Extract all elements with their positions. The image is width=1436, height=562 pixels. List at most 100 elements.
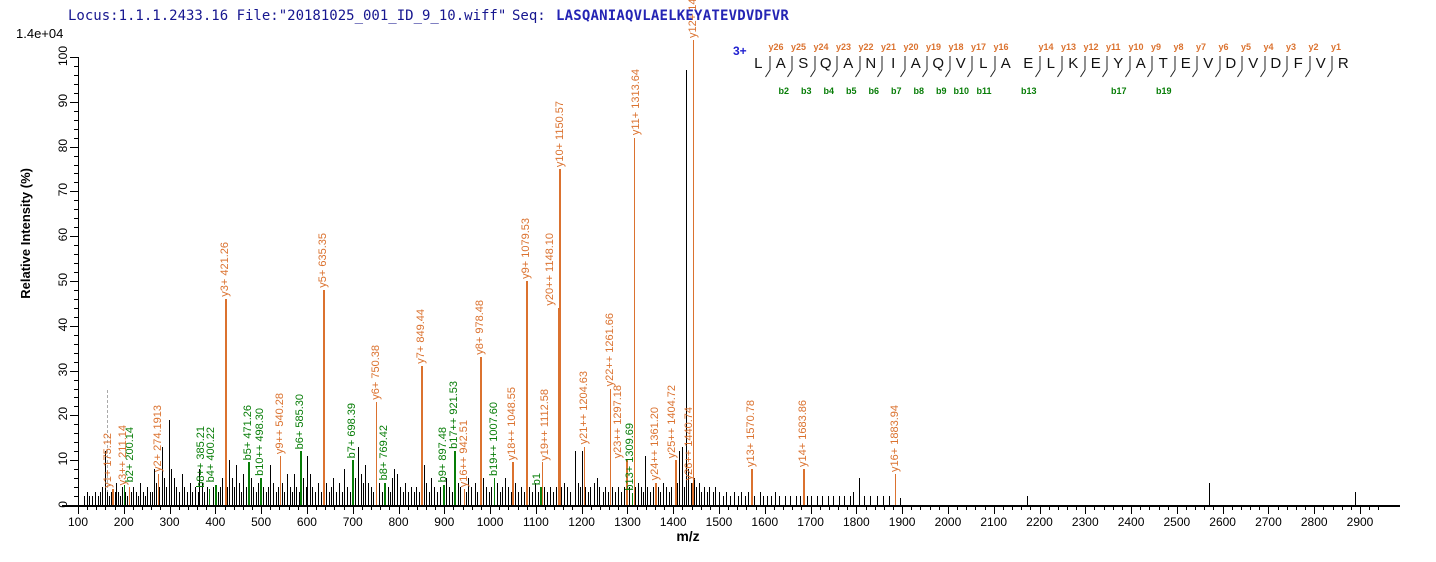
peak <box>253 487 255 505</box>
y-minor-tick <box>74 119 78 121</box>
x-minor-tick <box>361 506 363 510</box>
x-minor-tick <box>160 506 162 510</box>
x-major-tick <box>764 506 766 514</box>
x-tick-label: 500 <box>251 515 272 529</box>
peak <box>650 491 652 505</box>
x-minor-tick <box>1140 506 1142 510</box>
peak <box>833 496 835 505</box>
y-minor-tick <box>74 451 78 453</box>
peak <box>795 496 797 505</box>
x-minor-tick <box>1048 506 1050 510</box>
peak <box>94 491 96 505</box>
peak-label: y6+ 750.38 <box>369 345 382 400</box>
peak <box>373 491 375 505</box>
x-minor-tick <box>1277 506 1279 510</box>
y-minor-tick <box>74 164 78 166</box>
y-tick-label: 10 <box>56 452 70 466</box>
residue-letter: L <box>979 55 988 72</box>
x-minor-tick <box>691 506 693 510</box>
y-minor-tick <box>74 263 78 265</box>
residue-letter: L <box>1046 55 1055 72</box>
peak <box>268 487 270 505</box>
annotated-peak-y <box>557 307 560 505</box>
x-minor-tick <box>132 506 134 510</box>
x-major-tick <box>810 506 812 514</box>
annotated-peak-y <box>691 482 694 505</box>
x-major-tick <box>856 506 858 514</box>
peak <box>529 487 531 505</box>
peak-label: y21++ 1204.63 <box>577 371 590 445</box>
y-axis-line <box>77 57 79 506</box>
y-minor-tick <box>74 298 78 300</box>
fragmentation-mark-icon <box>1214 56 1220 78</box>
annotated-peak-y <box>626 460 628 505</box>
peak <box>564 482 566 505</box>
peak <box>811 496 813 505</box>
residue-letter: R <box>1337 55 1349 72</box>
y-minor-tick <box>74 209 78 211</box>
y-major-tick <box>70 325 78 327</box>
peak <box>336 491 338 505</box>
annotated-peak-b <box>260 478 262 505</box>
x-minor-tick <box>343 506 345 510</box>
peak <box>278 487 280 505</box>
residue-letter: D <box>1225 55 1237 72</box>
x-minor-tick <box>87 506 89 510</box>
peak <box>133 487 135 505</box>
x-tick-label: 600 <box>296 515 317 529</box>
x-minor-tick <box>1094 506 1096 510</box>
x-minor-tick <box>142 506 144 510</box>
annotated-peak-y <box>692 40 695 505</box>
residue-letter: Y <box>1113 55 1124 72</box>
x-minor-tick <box>755 506 757 510</box>
peak <box>416 487 418 505</box>
peak-label: b8+ 769.42 <box>378 425 391 481</box>
peak <box>169 419 171 505</box>
x-minor-tick <box>966 506 968 510</box>
peak <box>1355 491 1357 505</box>
y-minor-tick <box>74 397 78 399</box>
x-minor-tick <box>1076 506 1078 510</box>
peak <box>584 487 586 505</box>
y-minor-tick <box>74 496 78 498</box>
y-tick-label: 50 <box>56 273 70 287</box>
residue-letter: K <box>1068 55 1079 72</box>
y-minor-tick <box>74 155 78 157</box>
annotated-peak-y <box>375 401 378 505</box>
peak <box>164 478 166 505</box>
x-tick-label: 2500 <box>1163 515 1191 529</box>
b-ion-ladder-label: b3 <box>800 86 812 96</box>
x-tick-label: 400 <box>205 515 226 529</box>
x-minor-tick <box>1167 506 1169 510</box>
x-tick-label: 2800 <box>1300 515 1328 529</box>
peak <box>640 487 642 505</box>
y-ion-ladder-label: y17 <box>971 42 987 52</box>
y-minor-tick <box>74 388 78 390</box>
peak <box>257 482 259 505</box>
peak <box>696 487 698 505</box>
peak <box>822 496 824 505</box>
x-major-tick <box>627 506 629 514</box>
peak-label: y16++ 942.51 <box>457 420 470 488</box>
peak <box>715 487 717 505</box>
seq-label: Seq: <box>512 8 546 24</box>
peak <box>212 487 214 505</box>
x-tick-label: 1200 <box>568 515 595 529</box>
peak <box>189 482 191 505</box>
y-minor-tick <box>74 173 78 175</box>
peak <box>229 460 231 505</box>
fragmentation-mark-icon <box>877 56 883 78</box>
y-ion-ladder-label: y24 <box>813 42 829 52</box>
peak <box>767 496 769 505</box>
peak <box>790 496 792 505</box>
x-minor-tick <box>1350 506 1352 510</box>
peak <box>99 491 101 505</box>
x-major-tick <box>1039 506 1041 514</box>
x-minor-tick <box>590 506 592 510</box>
x-minor-tick <box>847 506 849 510</box>
x-minor-tick <box>1149 506 1151 510</box>
peak <box>270 464 272 505</box>
peak <box>392 478 394 505</box>
y-ion-ladder-label: y13 <box>1061 42 1077 52</box>
peak <box>602 491 604 505</box>
